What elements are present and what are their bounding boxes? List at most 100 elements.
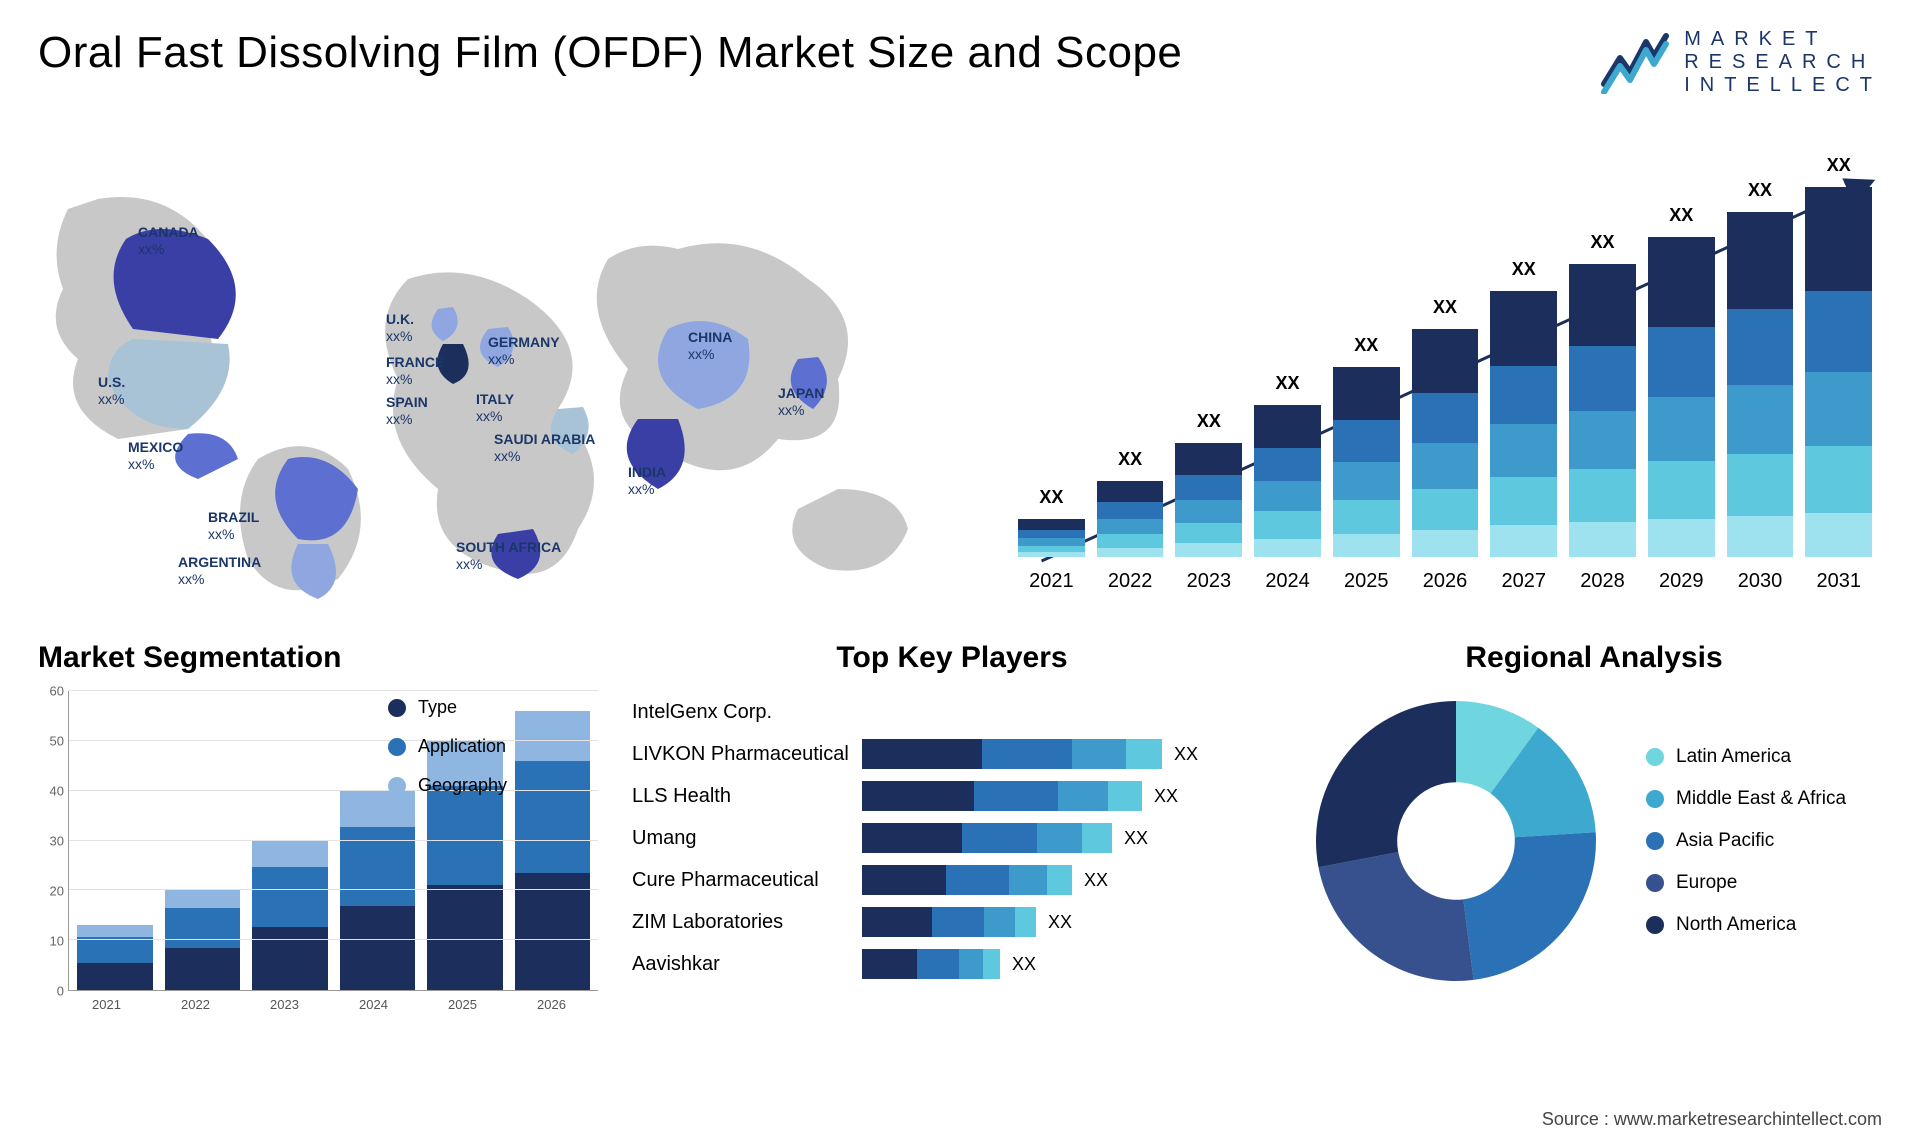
legend-dot-icon — [388, 777, 406, 795]
seg-bar-2022 — [165, 890, 241, 990]
player-bar — [862, 823, 1112, 853]
main-bar-value: XX — [1590, 232, 1614, 253]
legend-label: Geography — [418, 775, 507, 796]
main-bar-2025: XX — [1333, 367, 1400, 557]
player-value: XX — [1174, 744, 1198, 765]
seg-ytick: 30 — [50, 834, 64, 849]
seg-legend-item: Geography — [388, 775, 507, 796]
seg-bar-2023 — [252, 841, 328, 991]
player-bar — [862, 739, 1162, 769]
seg-ytick: 50 — [50, 734, 64, 749]
legend-label: Latin America — [1676, 746, 1791, 768]
legend-dot-icon — [388, 699, 406, 717]
world-map-panel: CANADAxx%U.S.xx%MEXICOxx%BRAZILxx%ARGENT… — [38, 129, 958, 599]
main-bar-2028: XX — [1569, 264, 1636, 557]
seg-xlabel: 2023 — [246, 997, 323, 1012]
main-bar-2030: XX — [1727, 212, 1794, 557]
logo-line-1: MARKET — [1684, 28, 1882, 51]
legend-dot-icon — [1646, 832, 1664, 850]
regional-legend-item: Latin America — [1646, 746, 1846, 768]
player-row: LIVKON Pharmaceutical XX — [632, 733, 1272, 775]
player-value: XX — [1012, 954, 1036, 975]
main-bar-value: XX — [1118, 449, 1142, 470]
logo-mark-icon — [1600, 32, 1670, 94]
main-bar-value: XX — [1748, 180, 1772, 201]
player-bar — [862, 907, 1036, 937]
regional-legend-item: Europe — [1646, 872, 1846, 894]
regional-title: Regional Analysis — [1306, 641, 1882, 675]
seg-ytick: 0 — [57, 984, 64, 999]
main-bar-value: XX — [1669, 205, 1693, 226]
player-row: UmangXX — [632, 817, 1272, 859]
segmentation-title: Market Segmentation — [38, 641, 598, 675]
legend-label: Europe — [1676, 872, 1737, 894]
main-bar-2023: XX — [1175, 443, 1242, 557]
legend-label: Type — [418, 697, 457, 718]
main-bar-2029: XX — [1648, 237, 1715, 557]
player-name: IntelGenx Corp. — [632, 701, 862, 724]
main-bar-value: XX — [1827, 155, 1851, 176]
main-bar-value: XX — [1039, 487, 1063, 508]
main-bar-2021: XX — [1018, 519, 1085, 557]
regional-legend-item: Asia Pacific — [1646, 830, 1846, 852]
legend-dot-icon — [1646, 916, 1664, 934]
main-bar-value: XX — [1276, 373, 1300, 394]
seg-bar-2026 — [515, 711, 591, 990]
player-bar — [862, 949, 1000, 979]
legend-label: Middle East & Africa — [1676, 788, 1846, 810]
seg-xlabel: 2022 — [157, 997, 234, 1012]
donut-slice — [1463, 832, 1596, 980]
legend-dot-icon — [388, 738, 406, 756]
player-name: LLS Health — [632, 785, 862, 808]
legend-dot-icon — [1646, 874, 1664, 892]
player-name: Aavishkar — [632, 953, 862, 976]
player-value: XX — [1084, 870, 1108, 891]
segmentation-chart: 0102030405060 — [38, 691, 598, 991]
player-row: ZIM LaboratoriesXX — [632, 901, 1272, 943]
main-bar-value: XX — [1433, 297, 1457, 318]
legend-label: Asia Pacific — [1676, 830, 1774, 852]
segmentation-legend: Type Application Geography — [388, 697, 507, 796]
main-bar-2026: XX — [1412, 329, 1479, 557]
main-xlabel: 2026 — [1412, 570, 1479, 593]
legend-label: Application — [418, 736, 506, 757]
key-players-panel: Top Key Players IntelGenx Corp. LIVKON Ph… — [632, 641, 1272, 1012]
seg-legend-item: Type — [388, 697, 507, 718]
regional-legend-item: North America — [1646, 914, 1846, 936]
main-xlabel: 2028 — [1569, 570, 1636, 593]
regional-legend-item: Middle East & Africa — [1646, 788, 1846, 810]
main-bar-value: XX — [1197, 411, 1221, 432]
world-map-icon — [38, 129, 958, 599]
player-value: XX — [1124, 828, 1148, 849]
seg-ytick: 10 — [50, 934, 64, 949]
main-xlabel: 2030 — [1727, 570, 1794, 593]
segmentation-panel: Market Segmentation 0102030405060 202120… — [38, 641, 598, 1012]
main-xlabel: 2024 — [1254, 570, 1321, 593]
regional-donut-chart — [1306, 691, 1606, 991]
page-title: Oral Fast Dissolving Film (OFDF) Market … — [38, 28, 1182, 78]
regional-panel: Regional Analysis Latin America Middle Ea… — [1306, 641, 1882, 1012]
player-value: XX — [1154, 786, 1178, 807]
legend-dot-icon — [1646, 790, 1664, 808]
main-xlabel: 2021 — [1018, 570, 1085, 593]
main-xlabel: 2031 — [1805, 570, 1872, 593]
players-title: Top Key Players — [632, 641, 1272, 675]
seg-xlabel: 2021 — [68, 997, 145, 1012]
player-name: ZIM Laboratories — [632, 911, 862, 934]
regional-legend: Latin America Middle East & Africa Asia Pa… — [1646, 746, 1846, 936]
seg-xlabel: 2024 — [335, 997, 412, 1012]
legend-label: North America — [1676, 914, 1796, 936]
seg-ytick: 60 — [50, 684, 64, 699]
donut-slice — [1318, 852, 1473, 981]
player-name: Cure Pharmaceutical — [632, 869, 862, 892]
main-bar-2022: XX — [1097, 481, 1164, 557]
source-attribution: Source : www.marketresearchintellect.com — [1542, 1109, 1882, 1130]
main-xlabel: 2023 — [1175, 570, 1242, 593]
main-xlabel: 2029 — [1648, 570, 1715, 593]
main-bar-2024: XX — [1254, 405, 1321, 557]
seg-ytick: 20 — [50, 884, 64, 899]
logo-line-2: RESEARCH — [1684, 51, 1882, 74]
player-name: LIVKON Pharmaceutical — [632, 743, 862, 766]
seg-legend-item: Application — [388, 736, 507, 757]
main-bar-value: XX — [1354, 335, 1378, 356]
